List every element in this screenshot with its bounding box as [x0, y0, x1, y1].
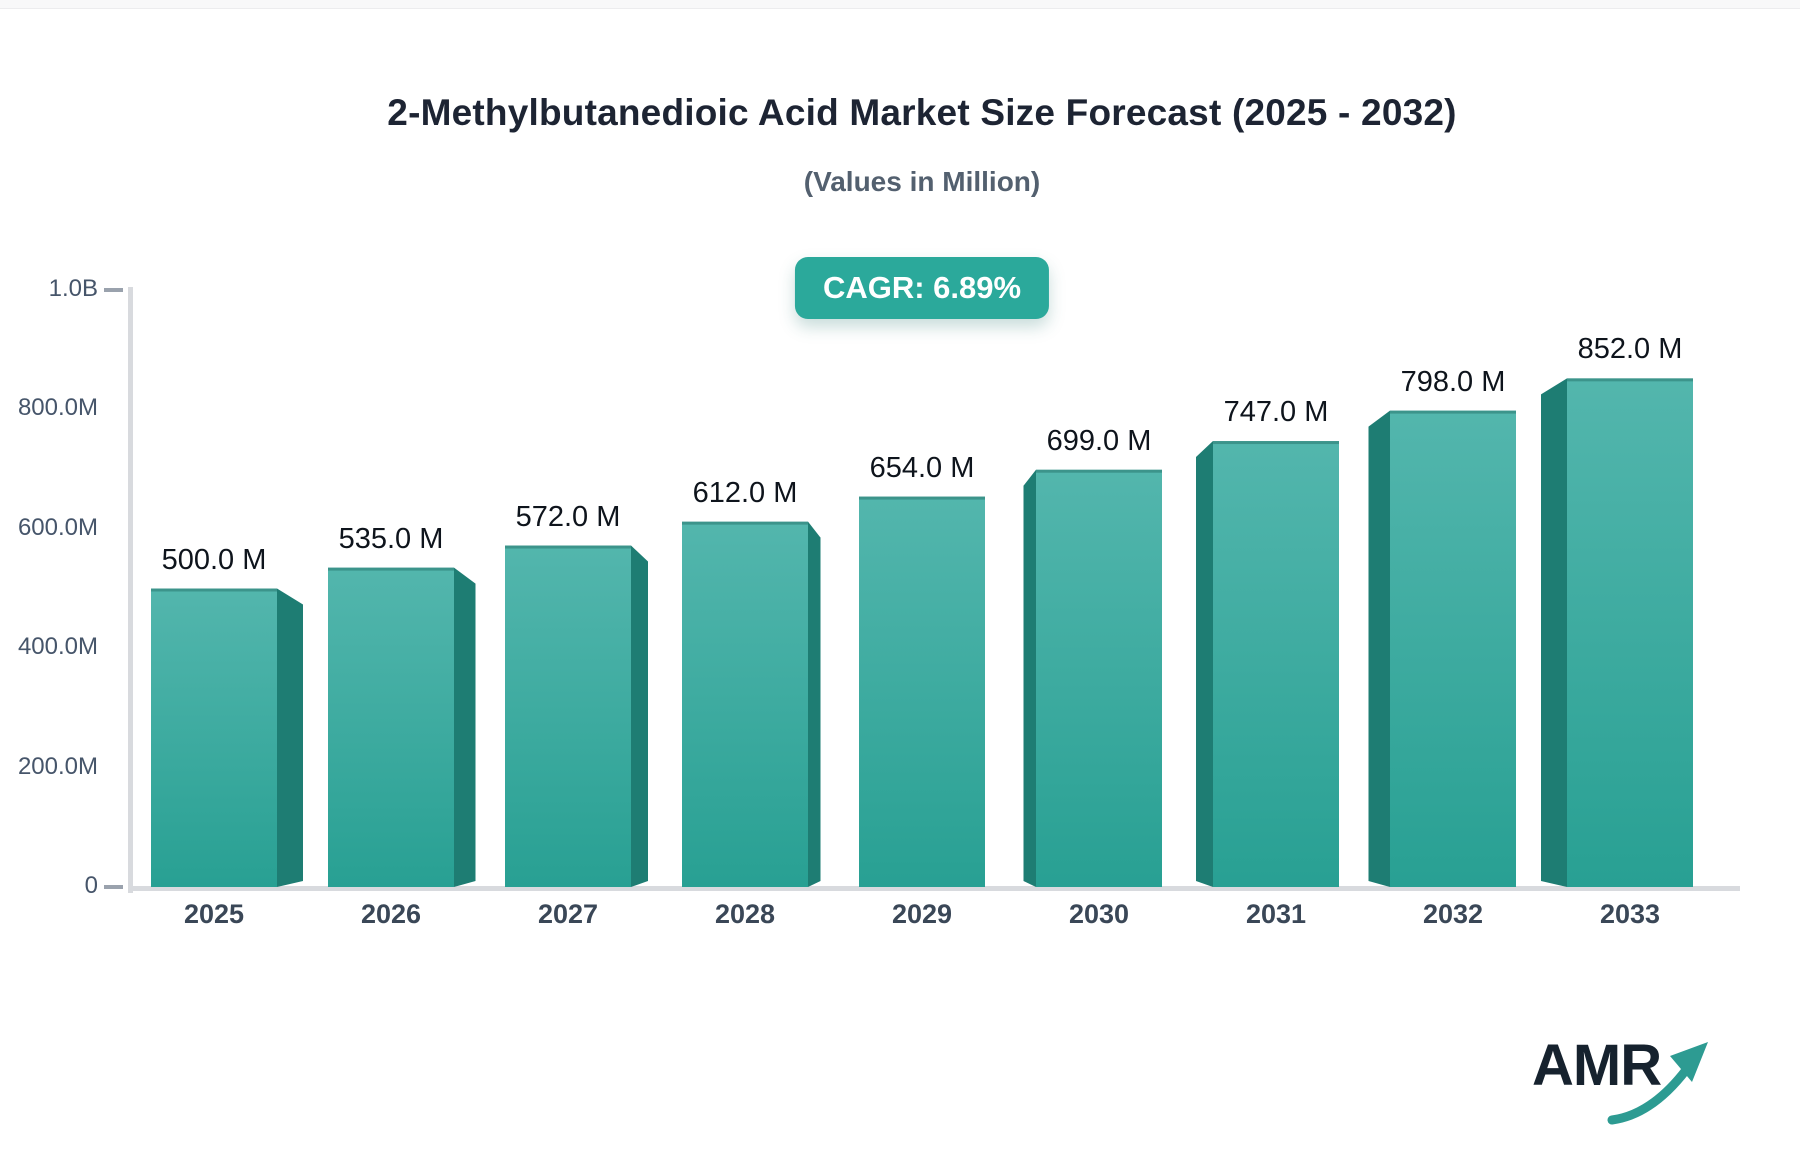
bar-side-panel: [1368, 410, 1390, 887]
bar-top-edge: [1036, 469, 1162, 473]
bar: [1390, 410, 1516, 887]
bar-top-edge: [1390, 410, 1516, 414]
x-axis-label: 2030: [1068, 899, 1130, 929]
bar-value-label: 572.0 M: [515, 500, 621, 533]
bar-side-panel: [454, 567, 476, 887]
bar-side-panel: [631, 545, 648, 887]
bar-value-label: 798.0 M: [1400, 365, 1506, 398]
bar: [859, 496, 985, 887]
x-axis-label: 2033: [1599, 899, 1661, 929]
bar: [1036, 469, 1162, 887]
x-axis-label: 2026: [360, 899, 422, 929]
bar-value-label: 699.0 M: [1046, 424, 1152, 457]
bar-value-label: 654.0 M: [869, 451, 975, 484]
bar-value-label: 535.0 M: [338, 522, 444, 555]
page-subtitle: (Values in Million): [803, 166, 1041, 197]
bar: [328, 567, 454, 887]
bar-side-panel: [808, 521, 821, 887]
page-title: 2-Methylbutanedioic Acid Market Size For…: [387, 92, 1457, 133]
x-axis-label: 2029: [891, 899, 953, 929]
cagr-badge: CAGR: 6.89%: [794, 257, 1050, 319]
bar-side-panel: [1541, 378, 1567, 887]
bar: [1567, 378, 1693, 887]
bar: [1213, 441, 1339, 887]
growth-arrow-icon: [1607, 1042, 1708, 1125]
y-axis-label: 1.0B: [48, 275, 98, 302]
bar: [505, 545, 631, 887]
y-axis-label: 0: [84, 872, 98, 899]
bar-top-edge: [859, 496, 985, 500]
x-axis-baseline: [128, 886, 1740, 891]
bar: [682, 521, 808, 887]
x-axis-label: 2025: [183, 899, 245, 929]
amr-logo: AMR: [1528, 1024, 1738, 1134]
y-axis-label: 600.0M: [17, 513, 98, 541]
amr-logo-text: AMR: [1532, 1033, 1662, 1098]
x-axis-label: 2027: [537, 899, 599, 929]
y-axis-label: 400.0M: [17, 633, 98, 661]
bar-value-label: 500.0 M: [161, 543, 267, 576]
bar-side-panel: [1196, 441, 1213, 887]
bar-value-label: 612.0 M: [692, 476, 798, 509]
bar-top-edge: [151, 588, 277, 592]
x-axis-label: 2032: [1422, 899, 1484, 929]
cagr-badge-label: CAGR: 6.89%: [822, 270, 1022, 305]
bar-side-panel: [1023, 469, 1036, 887]
y-axis-tick: [104, 288, 123, 292]
bar-top-edge: [682, 521, 808, 525]
bar-top-edge: [1213, 441, 1339, 445]
x-axis-label: 2031: [1245, 899, 1307, 929]
y-axis-label: 200.0M: [17, 752, 98, 780]
y-axis-line: [128, 287, 133, 893]
bar-top-edge: [505, 545, 631, 549]
bar-value-label: 852.0 M: [1577, 333, 1683, 366]
bar: [151, 588, 277, 887]
y-axis-label: 800.0M: [17, 394, 98, 422]
bar-side-panel: [277, 588, 303, 887]
bar-value-label: 747.0 M: [1223, 396, 1329, 429]
bar-top-edge: [1567, 378, 1693, 382]
bar-top-edge: [328, 567, 454, 571]
y-axis-tick: [104, 885, 123, 889]
top-border-strip: [0, 0, 1800, 9]
x-axis-label: 2028: [714, 899, 776, 929]
